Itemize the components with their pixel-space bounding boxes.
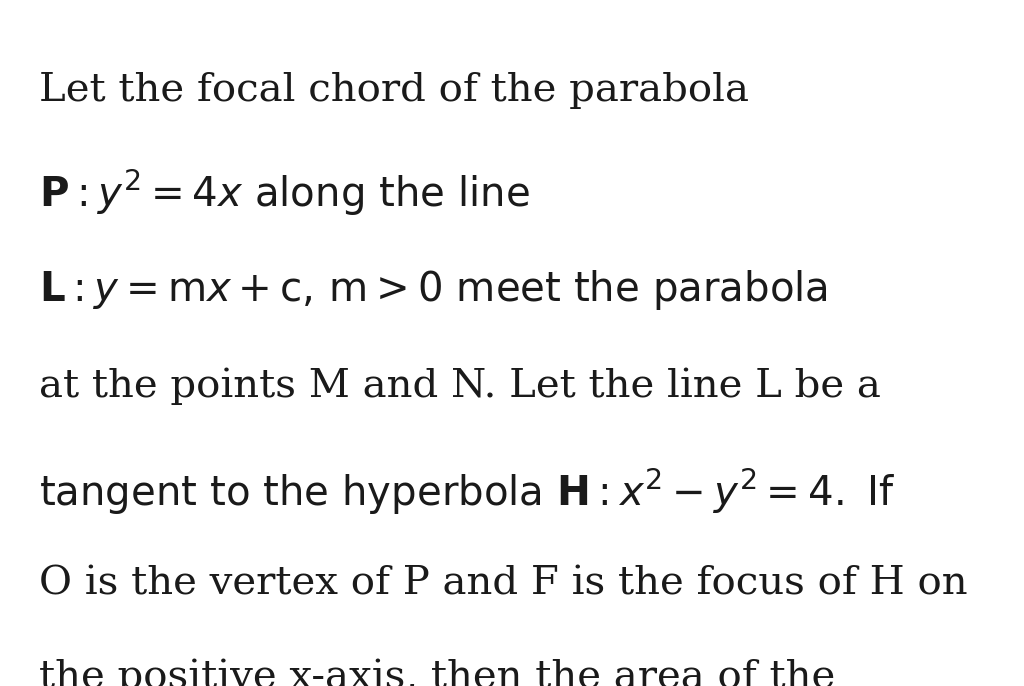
Text: O is the vertex of P and F is the focus of H on: O is the vertex of P and F is the focus … bbox=[39, 566, 968, 603]
Text: tangent to the hyperbola $\mathbf{H} : x^2 - y^2 = 4.$ If: tangent to the hyperbola $\mathbf{H} : x… bbox=[39, 466, 895, 517]
Text: Let the focal chord of the parabola: Let the focal chord of the parabola bbox=[39, 72, 749, 109]
Text: $\mathbf{L} : y = \mathrm{m}x + \mathrm{c},\, \mathrm{m} > 0$ meet the parabola: $\mathbf{L} : y = \mathrm{m}x + \mathrm{… bbox=[39, 268, 827, 311]
Text: at the points M and N. Let the line L be a: at the points M and N. Let the line L be… bbox=[39, 367, 881, 405]
Text: $\mathbf{P} : y^2 = 4x$ along the line: $\mathbf{P} : y^2 = 4x$ along the line bbox=[39, 168, 529, 218]
Text: the positive x-axis, then the area of the: the positive x-axis, then the area of th… bbox=[39, 659, 836, 686]
